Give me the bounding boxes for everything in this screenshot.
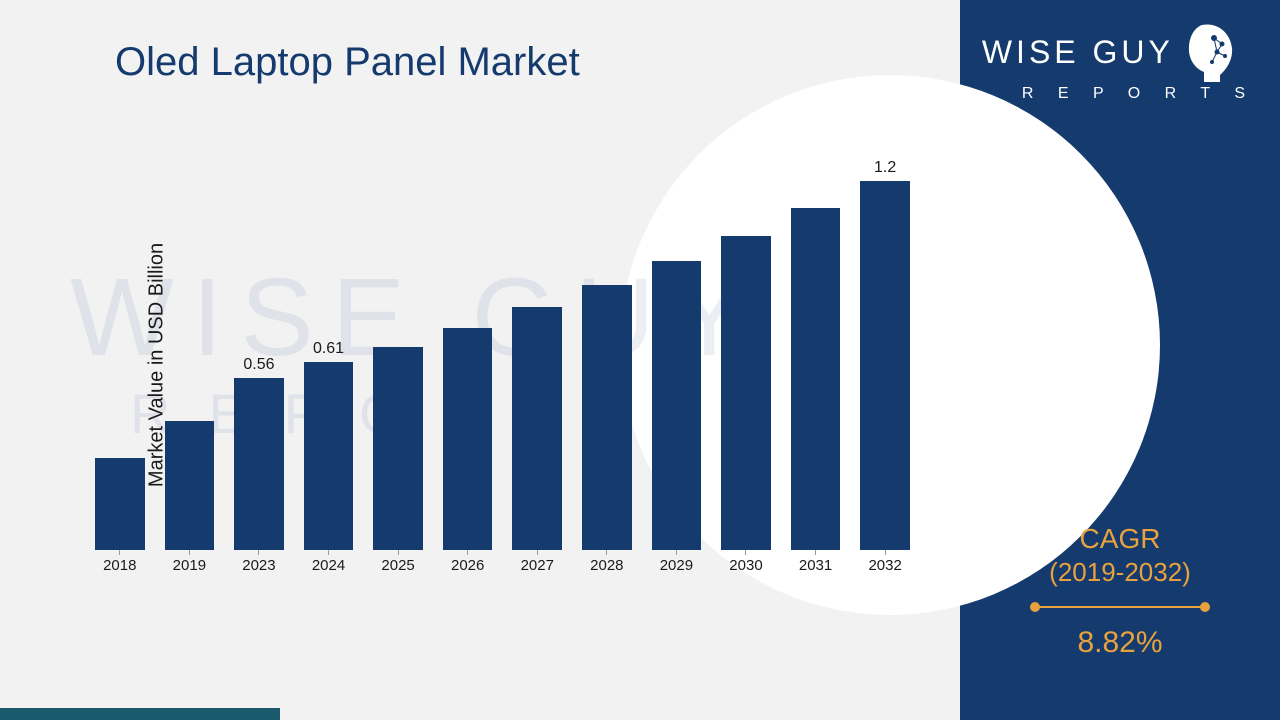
x-tick-label: 2030 — [729, 557, 762, 574]
x-tick — [537, 550, 538, 555]
logo-text-main: WISE GUY — [982, 34, 1174, 71]
x-tick — [189, 550, 190, 555]
x-tick-label: 2023 — [242, 557, 275, 574]
cagr-divider — [1035, 606, 1205, 608]
bar-value-label: 0.61 — [313, 340, 344, 358]
x-tick — [258, 550, 259, 555]
bottom-accent-bar — [0, 708, 280, 720]
bar-wrap: 20230.56 — [234, 378, 284, 550]
bar — [791, 208, 841, 550]
x-tick — [328, 550, 329, 555]
bar-wrap: 2031 — [791, 208, 841, 550]
x-tick-label: 2027 — [521, 557, 554, 574]
bar — [443, 328, 493, 550]
bar — [234, 378, 284, 550]
bar — [721, 236, 771, 550]
x-tick-label: 2028 — [590, 557, 623, 574]
cagr-block: CAGR (2019-2032) 8.82% — [1005, 523, 1235, 660]
bar — [652, 261, 702, 550]
bar — [95, 458, 145, 550]
bar — [512, 307, 562, 550]
x-tick-label: 2026 — [451, 557, 484, 574]
bar-wrap: 2027 — [512, 307, 562, 550]
bar-wrap: 2018 — [95, 458, 145, 550]
bar-wrap: 2026 — [443, 328, 493, 550]
brand-logo: WISE GUY R E P O R T S — [982, 20, 1255, 103]
x-tick — [467, 550, 468, 555]
bar-value-label: 1.2 — [874, 159, 896, 177]
x-tick-label: 2024 — [312, 557, 345, 574]
cagr-value: 8.82% — [1005, 626, 1235, 660]
head-icon — [1182, 20, 1237, 85]
bar — [304, 362, 354, 550]
x-tick — [398, 550, 399, 555]
logo-main-row: WISE GUY — [982, 20, 1255, 85]
bar — [373, 347, 423, 550]
bar — [165, 421, 215, 550]
cagr-period: (2019-2032) — [1005, 557, 1235, 588]
plot-area: 2018 2019 20230.56 20240.61 2025 2026 2027 2028… — [95, 150, 910, 550]
x-tick — [815, 550, 816, 555]
bar-wrap: 2025 — [373, 347, 423, 550]
bar-value-label: 0.56 — [243, 356, 274, 374]
bar-wrap: 20321.2 — [860, 181, 910, 550]
x-tick-label: 2018 — [103, 557, 136, 574]
x-tick-label: 2031 — [799, 557, 832, 574]
bar-chart: Market Value in USD Billion 201820192023… — [80, 150, 910, 580]
x-tick-label: 2019 — [173, 557, 206, 574]
x-tick — [676, 550, 677, 555]
x-tick — [119, 550, 120, 555]
bar-wrap: 2030 — [721, 236, 771, 550]
bar — [860, 181, 910, 550]
x-tick — [745, 550, 746, 555]
bar-wrap: 2029 — [652, 261, 702, 550]
bar-wrap: 2019 — [165, 421, 215, 550]
chart-title: Oled Laptop Panel Market — [115, 40, 580, 85]
x-tick — [606, 550, 607, 555]
x-tick-label: 2025 — [381, 557, 414, 574]
x-tick-label: 2029 — [660, 557, 693, 574]
bar-wrap: 2028 — [582, 285, 632, 550]
logo-text-sub: R E P O R T S — [1022, 85, 1255, 103]
x-tick-label: 2032 — [868, 557, 901, 574]
cagr-title: CAGR — [1005, 523, 1235, 555]
bar — [582, 285, 632, 550]
x-tick — [885, 550, 886, 555]
bar-wrap: 20240.61 — [304, 362, 354, 550]
